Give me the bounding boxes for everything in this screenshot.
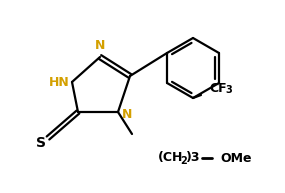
Text: CF: CF <box>209 81 227 95</box>
Text: OMe: OMe <box>220 152 251 164</box>
Text: N: N <box>122 108 132 122</box>
Text: )3: )3 <box>186 152 201 164</box>
Text: N: N <box>95 39 105 52</box>
Text: 2: 2 <box>180 156 187 166</box>
Text: 3: 3 <box>226 85 232 95</box>
Text: HN: HN <box>49 75 69 89</box>
Text: S: S <box>36 136 46 150</box>
Text: (CH: (CH <box>158 152 183 164</box>
